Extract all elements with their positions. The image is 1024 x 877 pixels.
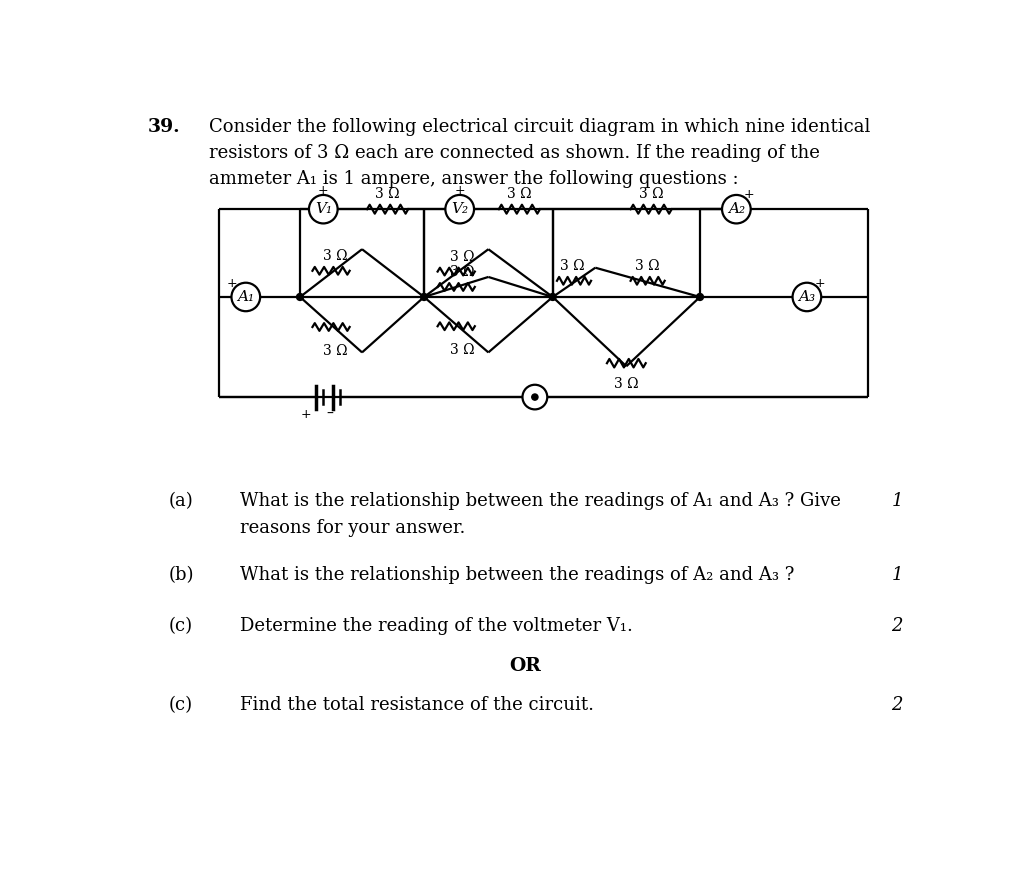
Text: What is the relationship between the readings of A₂ and A₃ ?: What is the relationship between the rea… <box>241 567 795 584</box>
Text: +: + <box>455 184 465 196</box>
Text: +: + <box>227 277 238 290</box>
Text: 3 Ω: 3 Ω <box>614 377 639 391</box>
Text: 2: 2 <box>892 617 903 635</box>
Text: 39.: 39. <box>147 118 180 136</box>
Circle shape <box>549 294 556 301</box>
Circle shape <box>522 385 547 410</box>
Text: 3 Ω: 3 Ω <box>639 187 664 201</box>
Text: –: – <box>326 407 333 421</box>
Circle shape <box>531 394 538 400</box>
Text: 3 Ω: 3 Ω <box>560 259 585 273</box>
Text: 1: 1 <box>892 492 903 510</box>
Text: (c): (c) <box>168 617 193 635</box>
Text: 3 Ω: 3 Ω <box>323 249 347 263</box>
Text: What is the relationship between the readings of A₁ and A₃ ? Give
reasons for yo: What is the relationship between the rea… <box>241 492 842 537</box>
Text: Find the total resistance of the circuit.: Find the total resistance of the circuit… <box>241 695 594 714</box>
Text: A₁: A₁ <box>238 290 254 304</box>
Text: Consider the following electrical circuit diagram in which nine identical
resist: Consider the following electrical circui… <box>209 118 870 188</box>
Circle shape <box>231 282 260 311</box>
Text: Determine the reading of the voltmeter V₁.: Determine the reading of the voltmeter V… <box>241 617 633 635</box>
Circle shape <box>309 195 338 224</box>
Text: +: + <box>318 184 329 196</box>
Text: A₃: A₃ <box>799 290 815 304</box>
Text: 3 Ω: 3 Ω <box>507 187 531 201</box>
Text: (c): (c) <box>168 695 193 714</box>
Text: V₁: V₁ <box>314 203 332 217</box>
Text: V₂: V₂ <box>452 203 468 217</box>
Text: +: + <box>815 277 825 290</box>
Text: 3 Ω: 3 Ω <box>451 343 475 357</box>
Text: 3 Ω: 3 Ω <box>376 187 400 201</box>
Text: +: + <box>743 189 754 201</box>
Circle shape <box>297 294 303 301</box>
Circle shape <box>793 282 821 311</box>
Circle shape <box>445 195 474 224</box>
Text: 3 Ω: 3 Ω <box>451 250 475 264</box>
Circle shape <box>421 294 428 301</box>
Text: (a): (a) <box>168 492 194 510</box>
Text: 3 Ω: 3 Ω <box>323 344 347 358</box>
Text: OR: OR <box>509 658 541 675</box>
Text: 1: 1 <box>892 567 903 584</box>
Text: 3 Ω: 3 Ω <box>451 265 475 279</box>
Text: A₂: A₂ <box>728 203 744 217</box>
Circle shape <box>696 294 703 301</box>
Text: 2: 2 <box>892 695 903 714</box>
Text: (b): (b) <box>168 567 194 584</box>
Text: 3 Ω: 3 Ω <box>635 259 659 273</box>
Text: +: + <box>301 408 311 420</box>
Circle shape <box>722 195 751 224</box>
